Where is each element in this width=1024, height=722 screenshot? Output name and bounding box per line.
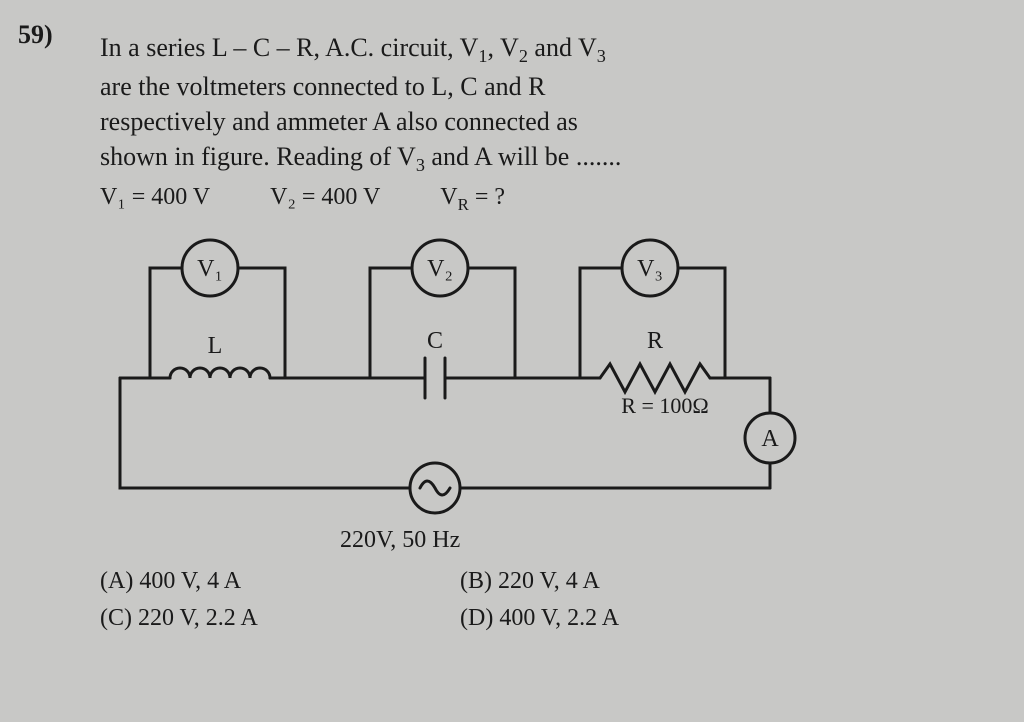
stem-text-4b: and A will be ....... xyxy=(425,142,621,171)
stem-text-1b: , V xyxy=(488,33,519,62)
reading-vr: VR = ? xyxy=(440,184,505,215)
sub-3: 3 xyxy=(597,46,606,66)
option-b[interactable]: (B) 220 V, 4 A xyxy=(460,568,820,595)
option-d[interactable]: (D) 400 V, 2.2 A xyxy=(460,605,820,632)
reading-v1: V₁ = 400 V xyxy=(100,184,210,215)
stem-text-1: In a series L – C – R, A.C. circuit, V xyxy=(100,33,478,62)
stem-text-4a: shown in figure. Reading of V xyxy=(100,142,416,171)
question-number: 59) xyxy=(18,20,53,50)
sub-1: 1 xyxy=(478,46,487,66)
option-a[interactable]: (A) 400 V, 4 A xyxy=(100,568,460,595)
circuit-diagram: V₁ V₂ V₃ L C R R = 100Ω xyxy=(100,218,984,533)
answer-options: (A) 400 V, 4 A (B) 220 V, 4 A (C) 220 V,… xyxy=(100,568,984,632)
meter-v3-label: V₃ xyxy=(637,256,663,282)
sub-2: 2 xyxy=(519,46,528,66)
reading-v2: V₂ = 400 V xyxy=(270,184,380,215)
stem-text-2: are the voltmeters connected to L, C and… xyxy=(100,72,545,101)
label-Rval: R = 100Ω xyxy=(621,393,708,418)
stem-text-3: respectively and ammeter A also connecte… xyxy=(100,107,578,136)
meter-v2-label: V₂ xyxy=(427,256,453,282)
stem-text-1c: and V xyxy=(528,33,597,62)
option-c[interactable]: (C) 220 V, 2.2 A xyxy=(100,605,460,632)
meter-a-label: A xyxy=(761,426,779,452)
sub-3b: 3 xyxy=(416,155,425,175)
meter-v1-label: V₁ xyxy=(197,256,223,282)
label-R: R xyxy=(647,328,663,354)
given-readings: V₁ = 400 V V₂ = 400 V VR = ? xyxy=(100,184,984,215)
question-stem: In a series L – C – R, A.C. circuit, V1,… xyxy=(100,30,944,178)
label-L: L xyxy=(208,333,223,359)
label-C: C xyxy=(427,328,443,354)
